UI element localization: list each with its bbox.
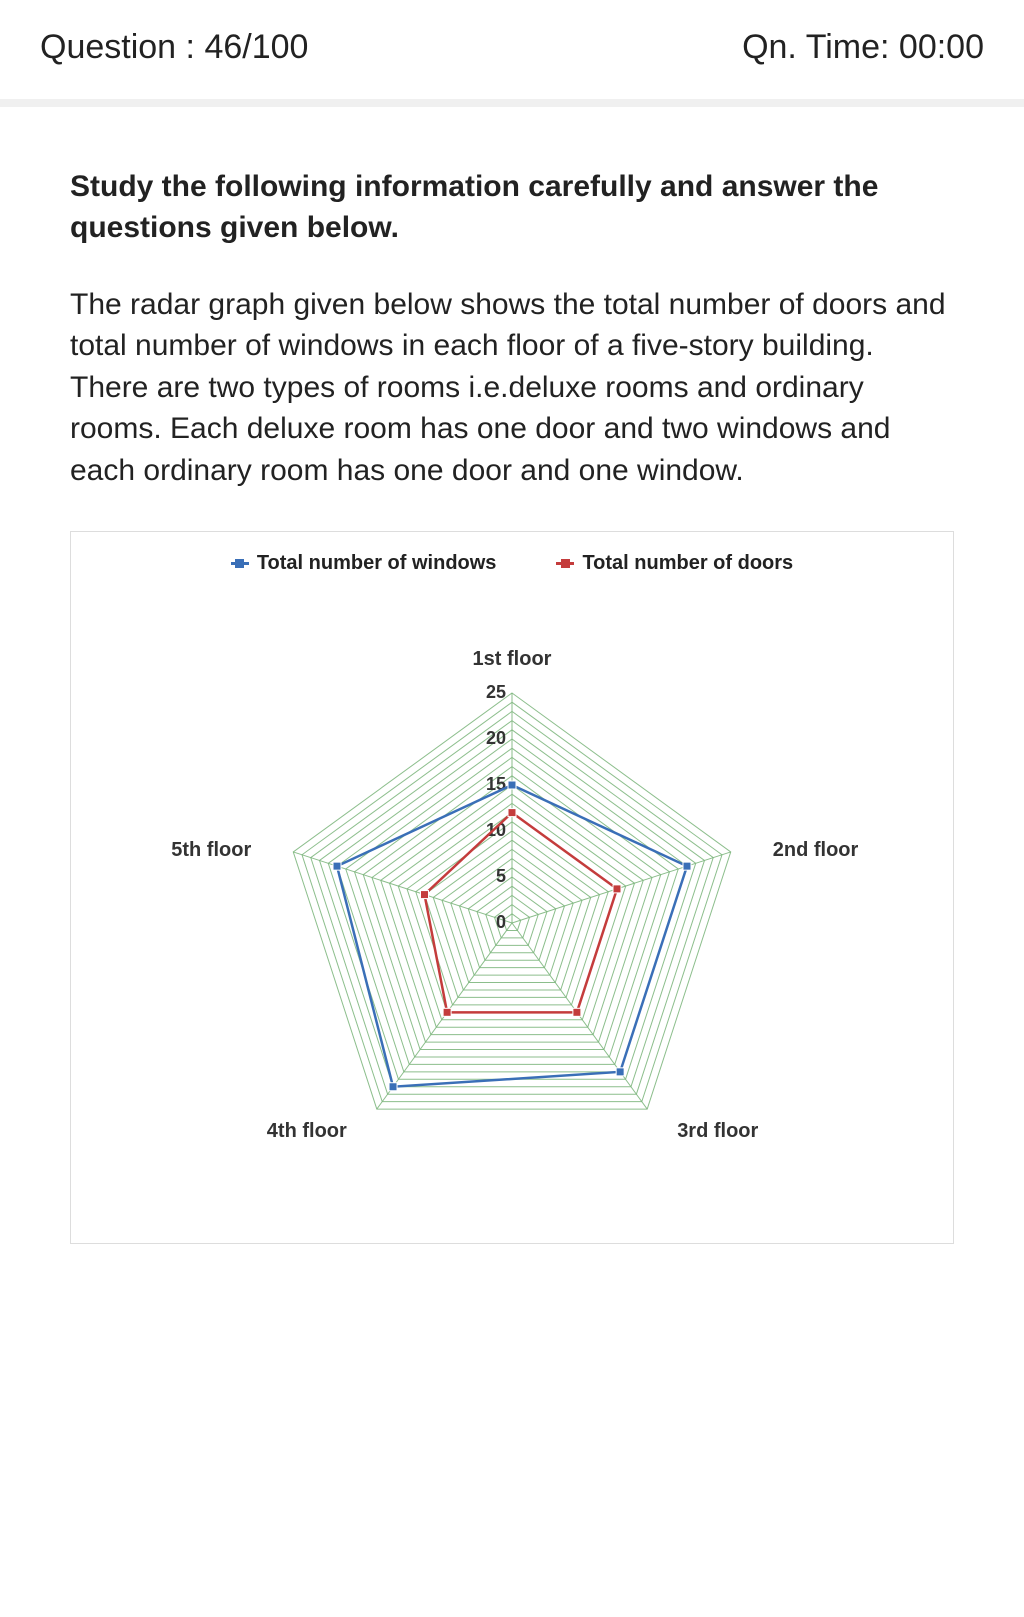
question-content: Study the following information carefull… — [0, 107, 1024, 1284]
radar-svg: 0 5 10 15 20 25 1st floor 2nd floor 3rd floor 4th… — [102, 593, 922, 1213]
svg-text:3rd floor: 3rd floor — [677, 1120, 758, 1142]
legend-swatch-doors — [556, 562, 574, 565]
legend-item-doors: Total number of doors — [556, 552, 793, 575]
passage-text: The radar graph given below shows the to… — [70, 284, 954, 491]
svg-text:1st floor: 1st floor — [473, 648, 552, 670]
question-timer-value: 00:00 — [899, 28, 984, 66]
question-timer: Qn. Time: 00:00 — [742, 28, 984, 67]
question-timer-label: Qn. Time: — [742, 28, 889, 66]
svg-text:20: 20 — [486, 728, 506, 748]
chart-legend: Total number of windows Total number of … — [81, 552, 943, 575]
svg-text:0: 0 — [496, 912, 506, 932]
svg-text:25: 25 — [486, 682, 506, 702]
svg-text:5: 5 — [496, 866, 506, 886]
legend-label-windows: Total number of windows — [257, 552, 497, 575]
question-counter: Question : 46/100 — [40, 28, 308, 67]
radar-chart: 0 5 10 15 20 25 1st floor 2nd floor 3rd floor 4th… — [81, 593, 943, 1213]
svg-text:2nd floor: 2nd floor — [773, 839, 859, 861]
svg-text:10: 10 — [486, 820, 506, 840]
svg-text:15: 15 — [486, 774, 506, 794]
question-counter-label: Question : — [40, 28, 195, 66]
legend-swatch-windows — [231, 562, 249, 565]
question-header-bar: Question : 46/100 Qn. Time: 00:00 — [0, 0, 1024, 107]
radar-chart-card: Total number of windows Total number of … — [70, 531, 954, 1244]
legend-label-doors: Total number of doors — [582, 552, 793, 575]
svg-text:4th floor: 4th floor — [267, 1120, 347, 1142]
instruction-text: Study the following information carefull… — [70, 167, 954, 248]
legend-item-windows: Total number of windows — [231, 552, 497, 575]
question-counter-value: 46/100 — [204, 28, 308, 66]
svg-text:5th floor: 5th floor — [171, 839, 251, 861]
